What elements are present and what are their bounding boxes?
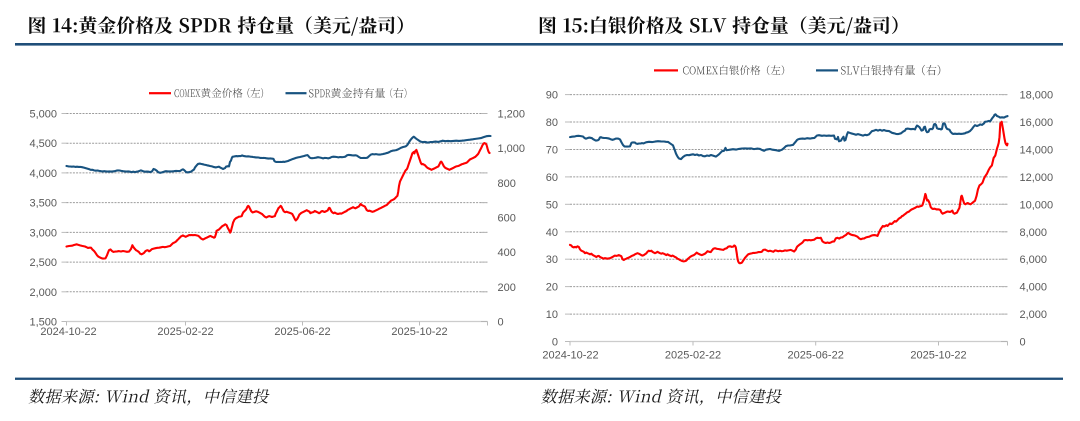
svg-text:30: 30 <box>546 254 558 266</box>
svg-text:10: 10 <box>546 309 558 321</box>
svg-text:2,000: 2,000 <box>1020 309 1048 321</box>
svg-text:800: 800 <box>498 178 516 190</box>
svg-text:1,200: 1,200 <box>498 109 526 121</box>
svg-text:2025-02-22: 2025-02-22 <box>157 326 213 338</box>
svg-text:0: 0 <box>498 317 504 329</box>
svg-text:4,000: 4,000 <box>1020 282 1048 294</box>
svg-text:12,000: 12,000 <box>1020 172 1054 184</box>
svg-text:90: 90 <box>546 90 558 102</box>
svg-text:4,500: 4,500 <box>29 138 57 150</box>
svg-text:1,000: 1,000 <box>498 143 526 155</box>
svg-text:80: 80 <box>546 117 558 129</box>
svg-text:2025-06-22: 2025-06-22 <box>788 350 844 362</box>
svg-text:14,000: 14,000 <box>1020 145 1054 157</box>
svg-text:3,500: 3,500 <box>29 198 57 210</box>
svg-text:600: 600 <box>498 213 516 225</box>
svg-text:60: 60 <box>546 172 558 184</box>
svg-text:20: 20 <box>546 282 558 294</box>
svg-text:1,500: 1,500 <box>29 317 57 329</box>
svg-text:10,000: 10,000 <box>1020 199 1054 211</box>
svg-text:3,000: 3,000 <box>29 227 57 239</box>
svg-text:8,000: 8,000 <box>1020 227 1048 239</box>
svg-text:200: 200 <box>498 282 516 294</box>
svg-text:2,500: 2,500 <box>29 257 57 269</box>
svg-text:2025-06-22: 2025-06-22 <box>274 326 330 338</box>
svg-text:70: 70 <box>546 145 558 157</box>
svg-text:40: 40 <box>546 227 558 239</box>
svg-text:16,000: 16,000 <box>1020 117 1054 129</box>
svg-text:2024-10-22: 2024-10-22 <box>542 350 598 362</box>
svg-text:2024-10-22: 2024-10-22 <box>40 326 96 338</box>
svg-text:50: 50 <box>546 199 558 211</box>
svg-text:5,000: 5,000 <box>29 109 57 121</box>
svg-text:2025-10-22: 2025-10-22 <box>391 326 447 338</box>
svg-text:6,000: 6,000 <box>1020 254 1048 266</box>
svg-text:2025-10-22: 2025-10-22 <box>910 350 966 362</box>
svg-text:2,000: 2,000 <box>29 287 57 299</box>
svg-text:400: 400 <box>498 247 516 259</box>
svg-text:18,000: 18,000 <box>1020 90 1054 102</box>
svg-text:2025-02-22: 2025-02-22 <box>665 350 721 362</box>
svg-text:4,000: 4,000 <box>29 168 57 180</box>
svg-text:0: 0 <box>1020 337 1026 349</box>
svg-text:0: 0 <box>552 337 558 349</box>
